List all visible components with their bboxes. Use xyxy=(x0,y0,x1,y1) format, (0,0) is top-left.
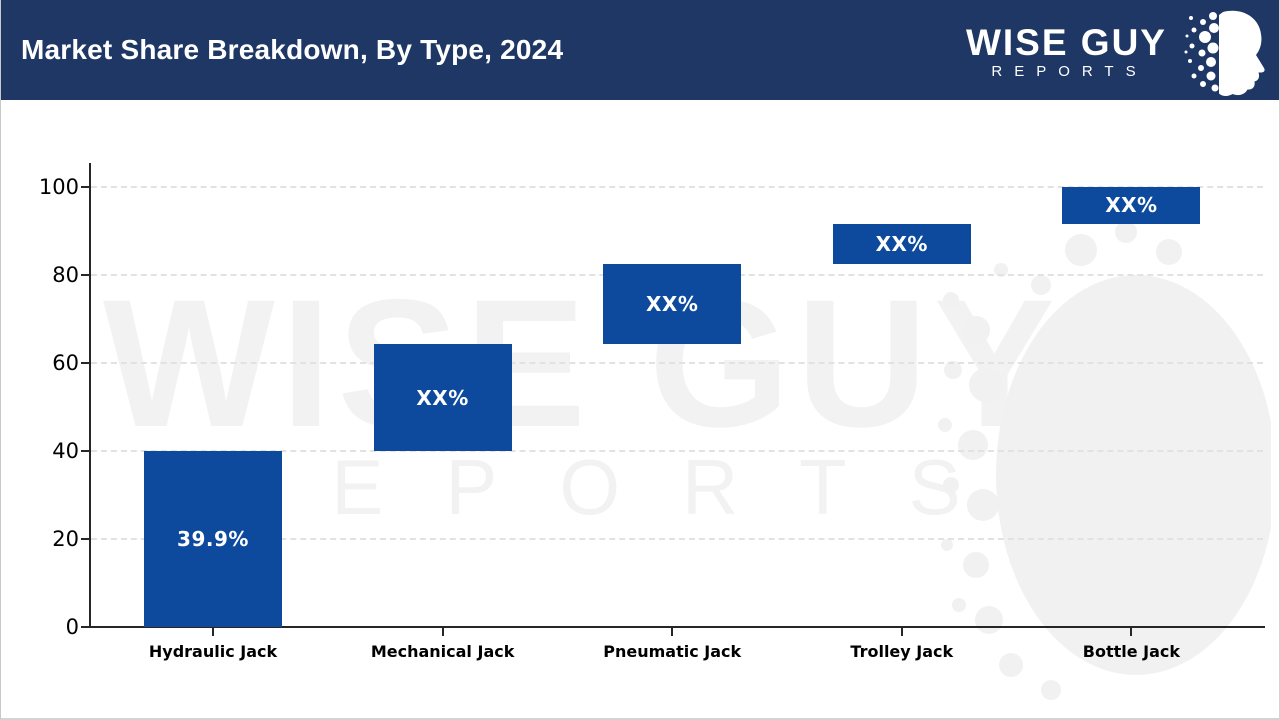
brand-name-text: WISE GUY xyxy=(965,21,1167,63)
gridline xyxy=(91,538,1263,540)
x-tick-mark xyxy=(671,628,674,636)
brand-logo: WISE GUY REPORTS xyxy=(966,6,1269,96)
y-tick-mark xyxy=(81,186,89,188)
bar-value-label: XX% xyxy=(875,231,928,256)
bar-mechanical-jack: XX% xyxy=(373,344,512,452)
y-tick-mark xyxy=(81,538,89,540)
x-tick-mark xyxy=(212,628,214,636)
y-axis-tick-label: 0 xyxy=(65,615,79,639)
gridline xyxy=(91,450,1263,452)
gridline xyxy=(91,362,1263,364)
x-axis-line xyxy=(89,626,1265,628)
watermark-face-icon xyxy=(938,221,1271,700)
bar-hydraulic-jack: 39.9% xyxy=(144,451,282,627)
y-tick-mark xyxy=(81,274,89,276)
x-axis-label: Hydraulic Jack xyxy=(148,642,278,661)
y-axis-line xyxy=(89,163,91,628)
x-tick-mark xyxy=(900,628,903,636)
x-axis-label: Pneumatic Jack xyxy=(603,642,742,661)
bar-value-label: XX% xyxy=(645,291,699,316)
y-axis-tick-label: 100 xyxy=(38,175,79,199)
x-axis-label: Bottle Jack xyxy=(1082,642,1181,661)
bar-value-label: XX% xyxy=(1105,193,1158,218)
brand-wordmark: WISE GUY REPORTS xyxy=(966,24,1167,79)
watermark-subtext: REPORTS xyxy=(213,443,1023,531)
brand-subtext: REPORTS xyxy=(991,62,1148,80)
y-axis-tick-label: 60 xyxy=(52,351,79,375)
bar-value-label: 39.9% xyxy=(177,527,249,552)
x-axis-label: Trolley Jack xyxy=(850,642,954,661)
y-axis-tick-label: 20 xyxy=(52,527,79,551)
y-tick-mark xyxy=(81,362,89,364)
x-tick-mark xyxy=(441,628,444,636)
x-axis-label: Mechanical Jack xyxy=(370,642,515,661)
bar-pneumatic-jack: XX% xyxy=(603,263,742,345)
bar-bottle-jack: XX% xyxy=(1062,187,1201,224)
y-tick-mark xyxy=(81,450,89,452)
page-title: Market Share Breakdown, By Type, 2024 xyxy=(21,34,564,65)
bar-trolley-jack: XX% xyxy=(832,223,971,264)
brand-face-icon xyxy=(1184,10,1265,96)
y-tick-mark xyxy=(81,626,89,628)
header-bar: Market Share Breakdown, By Type, 2024 WI… xyxy=(1,0,1279,100)
x-tick-mark xyxy=(1130,628,1133,636)
y-axis-tick-label: 80 xyxy=(52,263,79,287)
gridline xyxy=(91,186,1263,188)
chart-canvas: WISE GUY REPORTS 0 20 40 60 80 100 39.9% Hydrau… xyxy=(1,100,1279,718)
y-axis-tick-label: 40 xyxy=(52,439,79,463)
bar-value-label: XX% xyxy=(416,385,469,410)
